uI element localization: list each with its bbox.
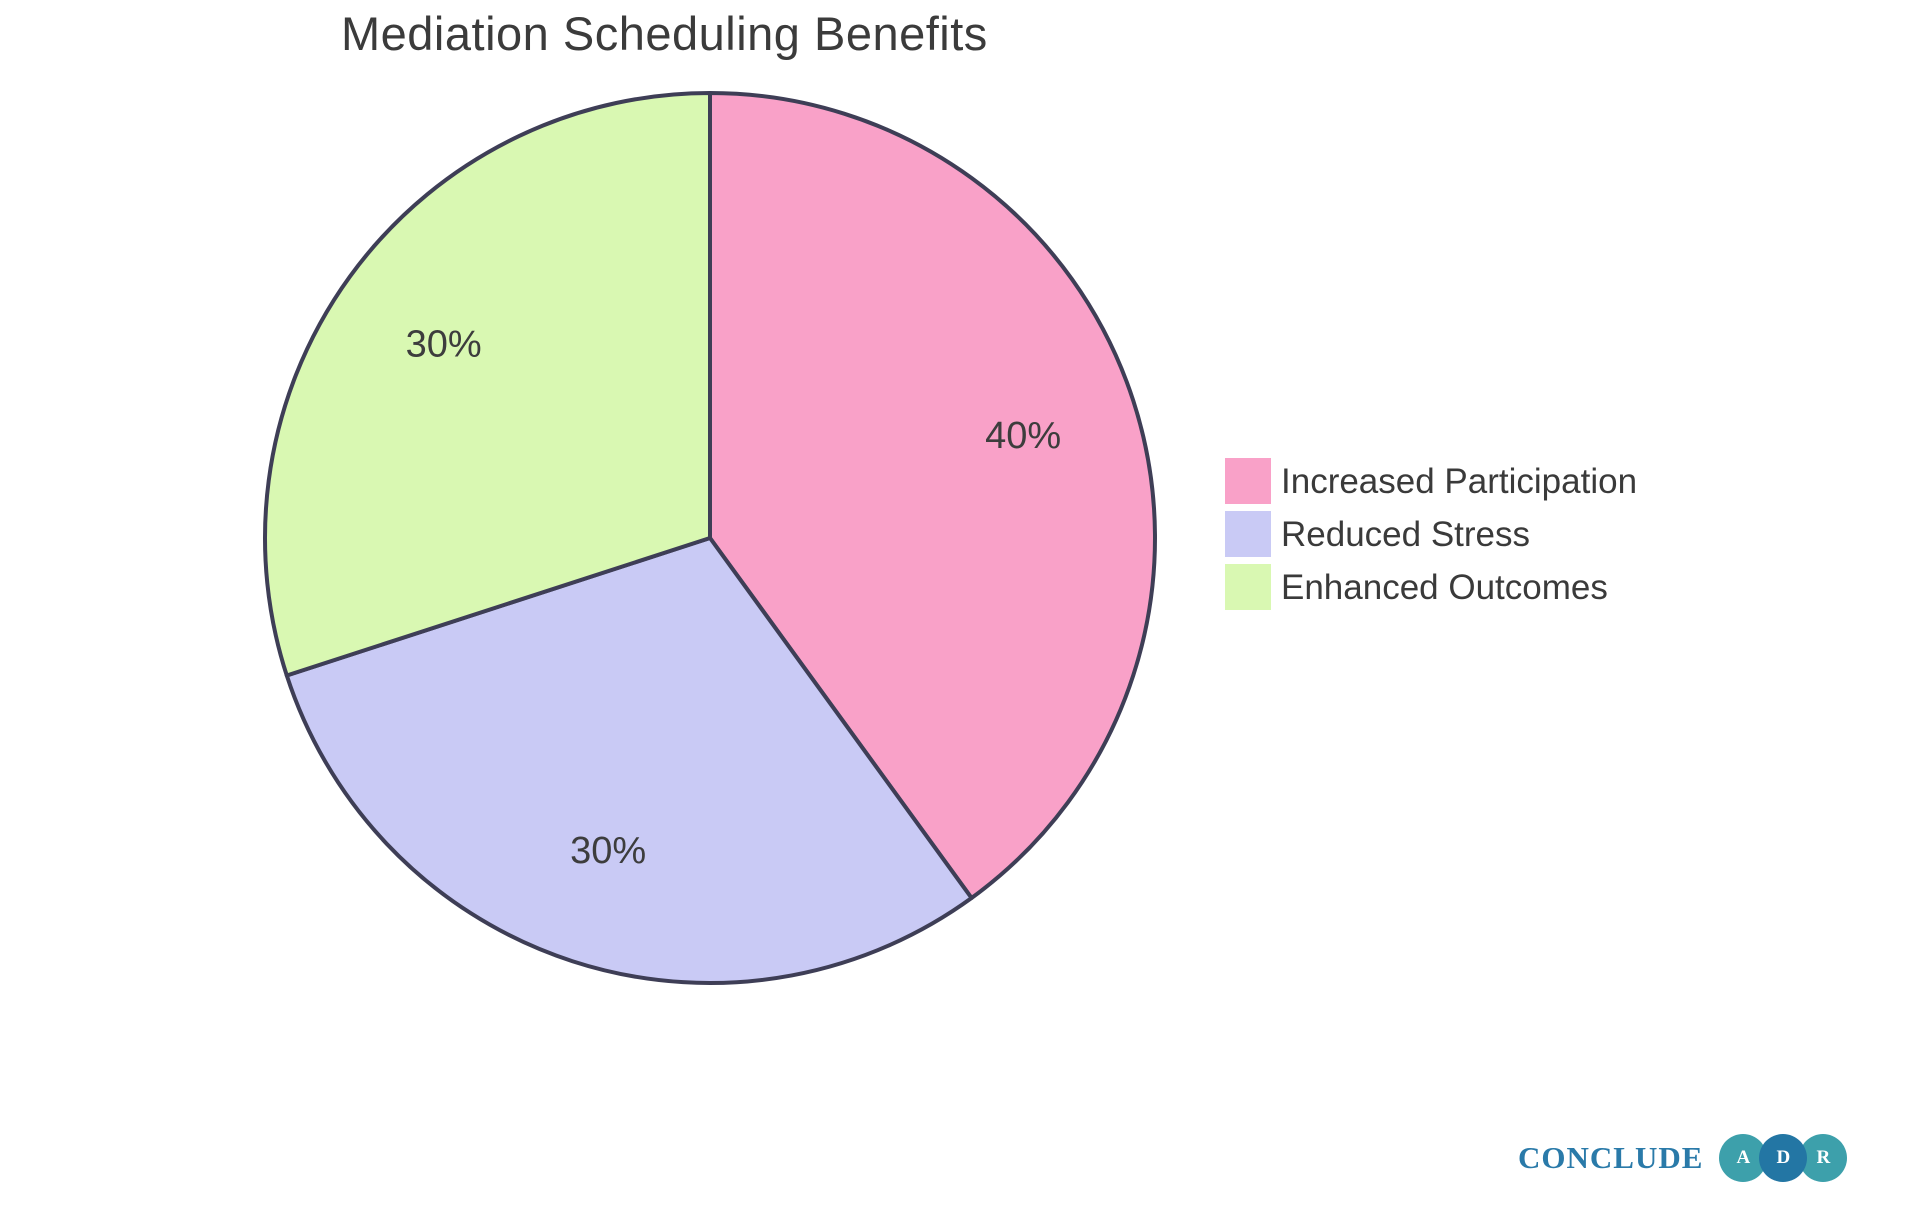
- legend-label: Enhanced Outcomes: [1281, 567, 1608, 607]
- legend: Increased Participation Reduced Stress E…: [1225, 458, 1637, 610]
- badge-circle-d: D: [1759, 1134, 1808, 1182]
- legend-swatch-increased-participation: [1225, 458, 1271, 504]
- conclude-adr-logo[interactable]: CONCLUDE A D R: [1518, 1130, 1848, 1186]
- legend-item-reduced-stress[interactable]: Reduced Stress: [1225, 511, 1637, 557]
- legend-item-enhanced-outcomes[interactable]: Enhanced Outcomes: [1225, 564, 1637, 610]
- brand-wordmark: CONCLUDE: [1518, 1140, 1704, 1175]
- pie-slice-increased-participation[interactable]: [708, 91, 1157, 901]
- legend-swatch-reduced-stress: [1225, 511, 1271, 557]
- legend-swatch-enhanced-outcomes: [1225, 564, 1271, 610]
- pie-slice-reduced-stress[interactable]: [284, 536, 974, 985]
- pie-chart: 40% 30% 30%: [263, 91, 1157, 985]
- badge-circle-r: R: [1799, 1134, 1848, 1182]
- slice-percent-label: 30%: [570, 830, 646, 872]
- chart-title: Mediation Scheduling Benefits: [341, 7, 988, 60]
- legend-item-increased-participation[interactable]: Increased Participation: [1225, 458, 1637, 504]
- legend-label: Reduced Stress: [1281, 514, 1531, 554]
- slice-percent-label: 40%: [985, 415, 1061, 457]
- slice-percent-label: 30%: [406, 323, 482, 365]
- legend-label: Increased Participation: [1281, 461, 1638, 501]
- pie-slice-enhanced-outcomes[interactable]: [263, 91, 712, 678]
- brand-badge-circles: A D R: [1719, 1134, 1848, 1182]
